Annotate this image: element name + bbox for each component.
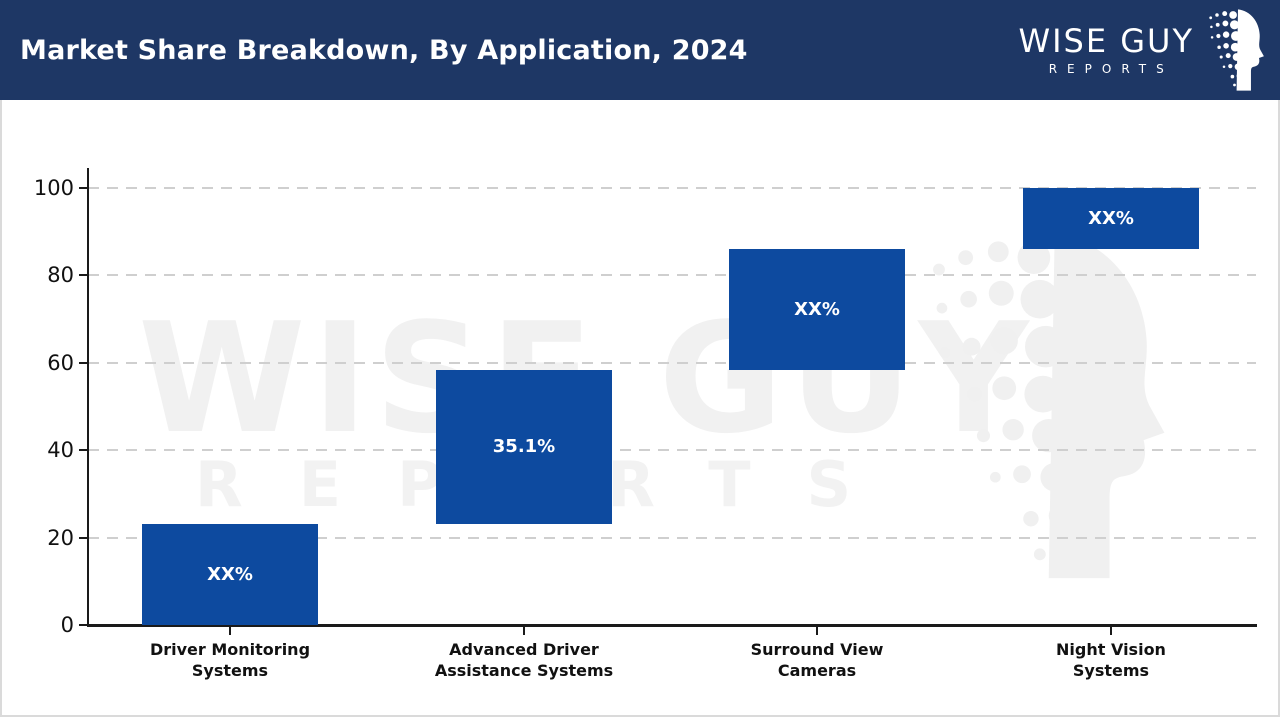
x-tick-mark bbox=[816, 627, 818, 635]
x-category-label: Advanced Driver Assistance Systems bbox=[434, 640, 614, 680]
bar-value-label: XX% bbox=[1088, 207, 1134, 229]
gridline bbox=[88, 536, 1256, 539]
gridline bbox=[88, 186, 1256, 189]
chart-title: Market Share Breakdown, By Application, … bbox=[20, 34, 748, 66]
x-category-label: Surround View Cameras bbox=[750, 640, 884, 680]
y-tick-mark bbox=[79, 186, 88, 189]
watermark-head-icon bbox=[933, 233, 1165, 579]
x-tick-mark bbox=[229, 627, 231, 635]
gridline bbox=[88, 274, 1256, 276]
logo-wordmark: WISE GUY bbox=[1018, 21, 1194, 60]
y-tick-label: 100 bbox=[33, 175, 74, 200]
logo-subtext: REPORTS bbox=[1048, 61, 1174, 76]
y-tick-label: 40 bbox=[47, 438, 74, 462]
bar-value-label: XX% bbox=[794, 299, 840, 321]
x-tick-mark bbox=[523, 627, 525, 635]
y-tick-label: 20 bbox=[47, 525, 74, 550]
x-tick-mark bbox=[1110, 627, 1112, 635]
y-tick-label: 0 bbox=[60, 613, 74, 637]
bar-segment: 35.1% bbox=[436, 369, 612, 524]
logo-text: WISE GUY REPORTS bbox=[1018, 25, 1194, 76]
y-tick-label: 80 bbox=[47, 263, 74, 287]
bar-value-label: 35.1% bbox=[492, 436, 556, 458]
bar-value-label: XX% bbox=[207, 563, 253, 585]
y-tick-mark bbox=[79, 361, 88, 364]
y-tick-label: 60 bbox=[47, 350, 74, 375]
y-axis-line bbox=[87, 168, 89, 627]
gridline bbox=[88, 449, 1256, 451]
bar-segment: XX% bbox=[142, 523, 318, 625]
header-bar: Market Share Breakdown, By Application, … bbox=[0, 0, 1280, 100]
wiseguy-logo: WISE GUY REPORTS bbox=[1018, 8, 1266, 92]
x-category-label: Night Vision Systems bbox=[1056, 640, 1166, 680]
x-category-label: Driver Monitoring Systems bbox=[149, 640, 311, 680]
y-tick-mark bbox=[79, 274, 88, 276]
y-tick-mark bbox=[79, 624, 88, 626]
x-axis-line bbox=[87, 624, 1257, 627]
bar-segment: XX% bbox=[1023, 187, 1199, 250]
y-tick-mark bbox=[79, 449, 88, 451]
gridline bbox=[88, 361, 1256, 364]
bar-segment: XX% bbox=[729, 249, 905, 370]
y-tick-mark bbox=[79, 536, 88, 539]
